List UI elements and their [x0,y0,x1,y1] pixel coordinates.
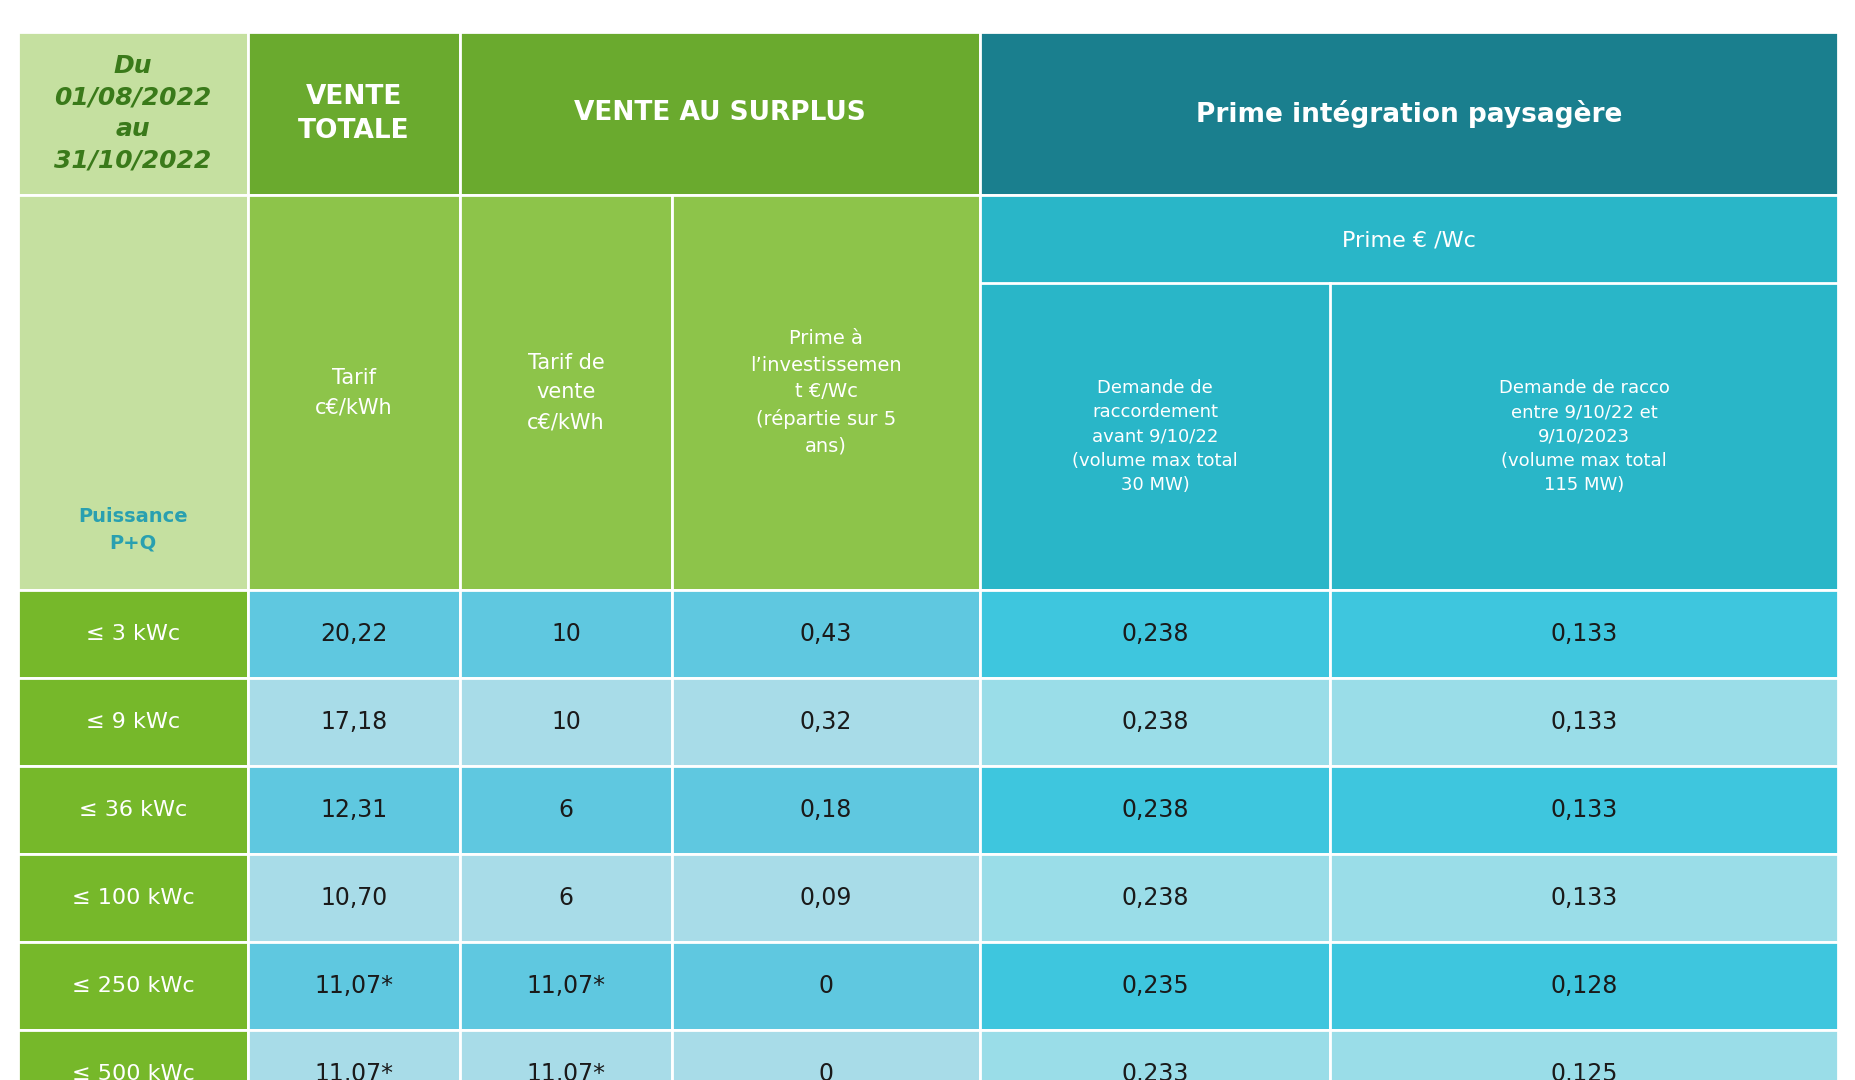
Text: 20,22: 20,22 [321,622,388,646]
Text: 0,133: 0,133 [1549,622,1618,646]
Bar [19,854,249,942]
Text: Tarif
c€/kWh: Tarif c€/kWh [315,367,393,417]
Bar [979,854,1330,942]
Bar [979,1030,1330,1080]
Text: 0,238: 0,238 [1120,798,1187,822]
Text: 0,233: 0,233 [1120,1062,1187,1080]
Text: 6: 6 [558,798,573,822]
Bar [460,32,979,195]
Text: 0: 0 [818,1062,833,1080]
Bar [979,942,1330,1030]
Text: 0,43: 0,43 [800,622,851,646]
Bar [460,590,672,678]
Bar [1330,678,1836,766]
Text: VENTE
TOTALE: VENTE TOTALE [299,83,410,144]
Text: 0,133: 0,133 [1549,886,1618,910]
Bar [672,1030,979,1080]
Bar [249,854,460,942]
Bar [1330,590,1836,678]
Text: 17,18: 17,18 [321,710,388,734]
Text: 11,07*: 11,07* [313,974,393,998]
Text: ≤ 9 kWc: ≤ 9 kWc [85,712,180,732]
Text: 0,32: 0,32 [800,710,851,734]
Bar [672,854,979,942]
Bar [979,32,1836,195]
Bar [249,942,460,1030]
Text: Prime intégration paysagère: Prime intégration paysagère [1195,99,1621,127]
Text: Prime à
l’investissemen
t €/Wc
(répartie sur 5
ans): Prime à l’investissemen t €/Wc (répartie… [749,329,902,456]
Text: 10,70: 10,70 [321,886,388,910]
Bar [19,32,249,195]
Bar [979,590,1330,678]
Text: 0,125: 0,125 [1549,1062,1618,1080]
Bar [460,195,672,590]
Text: Tarif de
vente
c€/kWh: Tarif de vente c€/kWh [527,353,605,432]
Text: Du
01/08/2022
au
31/10/2022: Du 01/08/2022 au 31/10/2022 [54,54,211,173]
Text: Puissance
P+Q: Puissance P+Q [78,508,187,553]
Text: 12,31: 12,31 [321,798,388,822]
Text: ≤ 36 kWc: ≤ 36 kWc [78,800,187,820]
Text: Demande de racco
entre 9/10/22 et
9/10/2023
(volume max total
115 MW): Demande de racco entre 9/10/22 et 9/10/2… [1497,379,1668,495]
Bar [249,678,460,766]
Bar [1330,1030,1836,1080]
Text: 11,07*: 11,07* [313,1062,393,1080]
Bar [19,942,249,1030]
Text: VENTE AU SURPLUS: VENTE AU SURPLUS [573,100,866,126]
Bar [672,678,979,766]
Bar [672,195,979,590]
Bar [249,590,460,678]
Text: 0,235: 0,235 [1120,974,1189,998]
Bar [460,678,672,766]
Text: 6: 6 [558,886,573,910]
Bar [672,590,979,678]
Text: 0,128: 0,128 [1549,974,1618,998]
Text: 10: 10 [551,710,581,734]
Bar [979,766,1330,854]
Bar [979,678,1330,766]
Text: ≤ 500 kWc: ≤ 500 kWc [72,1064,195,1080]
Text: 11,07*: 11,07* [527,1062,605,1080]
Text: Demande de
raccordement
avant 9/10/22
(volume max total
30 MW): Demande de raccordement avant 9/10/22 (v… [1072,379,1237,495]
Bar [19,590,249,678]
Text: ≤ 3 kWc: ≤ 3 kWc [85,624,180,644]
Text: 0,133: 0,133 [1549,798,1618,822]
Bar [460,854,672,942]
Bar [249,1030,460,1080]
Text: ≤ 250 kWc: ≤ 250 kWc [72,976,195,996]
Bar [460,1030,672,1080]
Bar [249,32,460,195]
Bar [1330,766,1836,854]
Text: 0: 0 [818,974,833,998]
Text: 11,07*: 11,07* [527,974,605,998]
Bar [460,942,672,1030]
Text: 10: 10 [551,622,581,646]
Text: 0,238: 0,238 [1120,622,1187,646]
Text: ≤ 100 kWc: ≤ 100 kWc [72,888,195,908]
Bar [672,766,979,854]
Bar [19,766,249,854]
Bar [249,195,460,590]
Bar [460,766,672,854]
Text: 0,18: 0,18 [800,798,851,822]
Text: 0,238: 0,238 [1120,886,1187,910]
Text: 0,09: 0,09 [800,886,851,910]
Bar [19,195,249,590]
Text: 0,238: 0,238 [1120,710,1187,734]
Bar [19,678,249,766]
Bar [979,195,1836,590]
Bar [672,942,979,1030]
Bar [19,1030,249,1080]
Bar [249,766,460,854]
Text: Prime € /Wc: Prime € /Wc [1341,230,1475,249]
Text: 0,133: 0,133 [1549,710,1618,734]
Bar [1330,942,1836,1030]
Bar [1330,854,1836,942]
